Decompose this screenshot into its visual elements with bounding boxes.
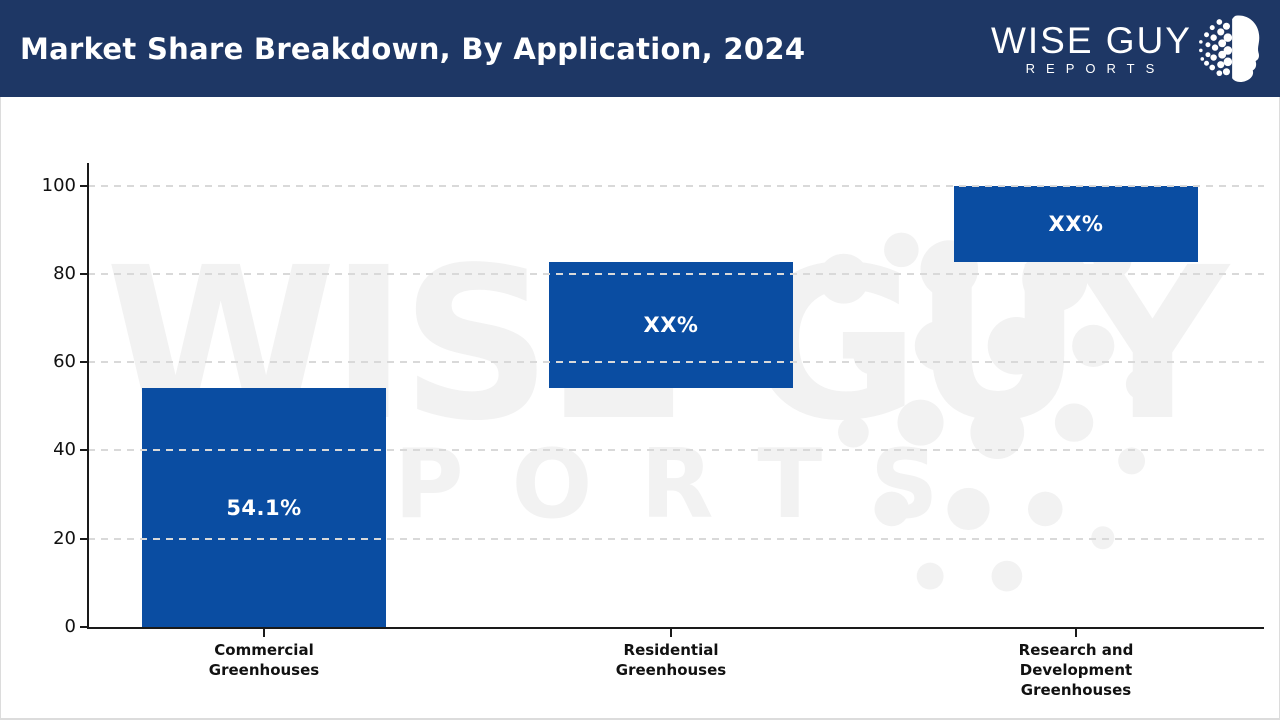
- y-tick-mark: [80, 626, 88, 628]
- bar-value-label: XX%: [1048, 212, 1104, 236]
- y-gridline: [88, 449, 1264, 451]
- logo-subtext: REPORTS: [1025, 61, 1166, 76]
- y-tick-mark: [80, 185, 88, 187]
- header: Market Share Breakdown, By Application, …: [0, 0, 1280, 97]
- x-tick-mark: [263, 629, 265, 637]
- y-tick-label: 80: [53, 263, 76, 284]
- logo-face-icon: [1199, 14, 1260, 82]
- y-tick-mark: [80, 361, 88, 363]
- wise-guy-logo: WISE GUY REPORTS: [991, 13, 1262, 85]
- y-gridline: [88, 361, 1264, 363]
- x-category-label-residential-greenhouses: Residential Greenhouses: [511, 640, 831, 680]
- y-tick-mark: [80, 449, 88, 451]
- y-gridline: [88, 273, 1264, 275]
- x-category-label-research-and-development-greenhouses: Research and Development Greenhouses: [916, 640, 1236, 700]
- y-tick-label: 0: [64, 616, 76, 637]
- logo-text: WISE GUY REPORTS: [991, 22, 1192, 75]
- y-tick-label: 100: [41, 175, 76, 196]
- bar-residential-greenhouses: XX%: [549, 262, 793, 388]
- y-gridline: [88, 185, 1264, 187]
- bar-commercial-greenhouses: 54.1%: [142, 388, 386, 627]
- y-tick-label: 40: [53, 439, 76, 460]
- x-category-label-commercial-greenhouses: Commercial Greenhouses: [104, 640, 424, 680]
- x-category-label-line: Greenhouses: [1020, 681, 1132, 699]
- x-category-label-line: Residential: [623, 641, 719, 659]
- y-tick-mark: [80, 538, 88, 540]
- y-tick-mark: [80, 273, 88, 275]
- logo-wordmark: WISE GUY: [990, 20, 1192, 61]
- watermark-face-icon: [818, 230, 1157, 592]
- x-category-label-line: Research and: [1018, 641, 1134, 659]
- x-category-label-line: Greenhouses: [208, 661, 320, 679]
- y-tick-label: 20: [53, 528, 76, 549]
- x-category-label-line: Development: [1019, 661, 1133, 679]
- x-category-label-line: Commercial: [214, 641, 314, 659]
- y-tick-label: 60: [53, 351, 76, 372]
- x-axis-line: [87, 627, 1264, 629]
- x-tick-mark: [670, 629, 672, 637]
- bar-value-label: 54.1%: [226, 495, 302, 520]
- page-title: Market Share Breakdown, By Application, …: [20, 31, 806, 66]
- x-tick-mark: [1075, 629, 1077, 637]
- bar-value-label: XX%: [643, 313, 699, 337]
- x-category-label-line: Greenhouses: [615, 661, 727, 679]
- bar-research-and-development-greenhouses: XX%: [954, 186, 1198, 262]
- y-gridline: [88, 538, 1264, 540]
- y-axis-line: [87, 163, 89, 629]
